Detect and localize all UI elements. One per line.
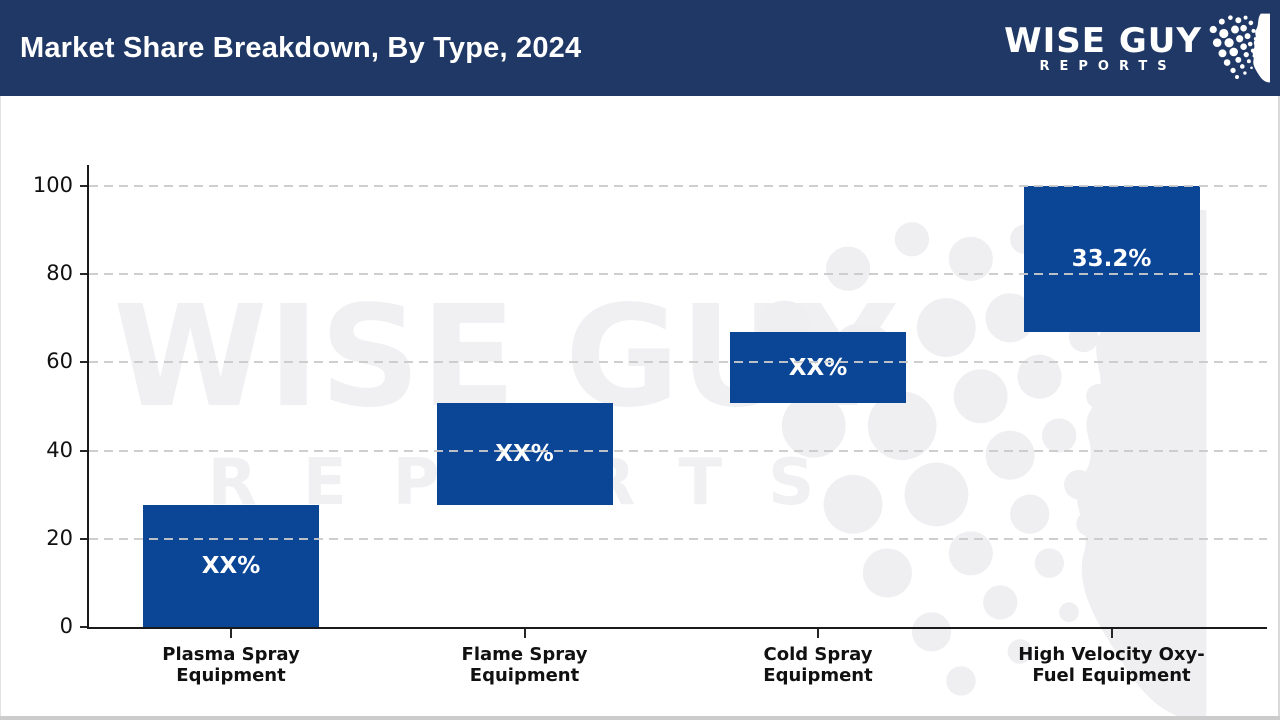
bar-value-label: XX% (201, 552, 261, 579)
bar-cold-spray-equipment: XX% (730, 332, 906, 404)
y-tick-label: 80 (46, 261, 73, 286)
category-label-flame-spray-equipment: Flame Spray Equipment (461, 644, 588, 686)
x-tick-high-velocity-oxy-fuel-equipment (1110, 629, 1113, 638)
logo-subtext: REPORTS (1039, 58, 1177, 74)
gridline-40 (89, 449, 1267, 452)
bar-value-label: 33.2% (1071, 246, 1152, 273)
footer-strip (0, 716, 1280, 720)
y-tick-label: 20 (46, 525, 73, 550)
category-label-cold-spray-equipment: Cold Spray Equipment (763, 644, 873, 686)
y-tick-80 (80, 273, 89, 276)
y-tick-label: 0 (59, 614, 73, 638)
logo-wordmark: WISE GUY (1004, 20, 1202, 61)
x-tick-plasma-spray-equipment (230, 629, 232, 638)
gridline-60 (89, 361, 1267, 364)
gridline-20 (89, 537, 1267, 540)
y-tick-label: 100 (32, 173, 73, 197)
gridline-100 (89, 185, 1267, 187)
header: Market Share Breakdown, By Type, 2024 WI… (0, 0, 1280, 96)
y-tick-20 (80, 537, 89, 540)
gridline-80 (89, 273, 1267, 276)
y-tick-0 (80, 626, 89, 628)
logo-text: WISE GUY REPORTS (1004, 23, 1202, 74)
page-title: Market Share Breakdown, By Type, 2024 (20, 31, 582, 64)
bar-plasma-spray-equipment: XX% (143, 504, 319, 627)
y-tick-label: 40 (46, 437, 73, 462)
bar-value-label: XX% (788, 354, 848, 381)
category-label-high-velocity-oxy-fuel-equipment: High Velocity Oxy- Fuel Equipment (1018, 644, 1205, 686)
x-tick-flame-spray-equipment (523, 629, 526, 638)
category-label-plasma-spray-equipment: Plasma Spray Equipment (162, 644, 300, 686)
x-axis-line (87, 627, 1267, 629)
logo-face-icon (1209, 13, 1270, 83)
y-tick-100 (80, 185, 89, 187)
y-tick-label: 60 (46, 349, 73, 374)
wiseguy-logo: WISE GUY REPORTS (1004, 8, 1270, 88)
bar-flame-spray-equipment: XX% (436, 403, 613, 505)
y-tick-40 (80, 449, 89, 452)
x-tick-cold-spray-equipment (817, 629, 819, 638)
bar-value-label: XX% (495, 441, 554, 468)
bar-high-velocity-oxy-fuel-equipment: 33.2% (1023, 186, 1200, 333)
y-tick-60 (80, 361, 89, 364)
y-axis-line (87, 165, 89, 629)
